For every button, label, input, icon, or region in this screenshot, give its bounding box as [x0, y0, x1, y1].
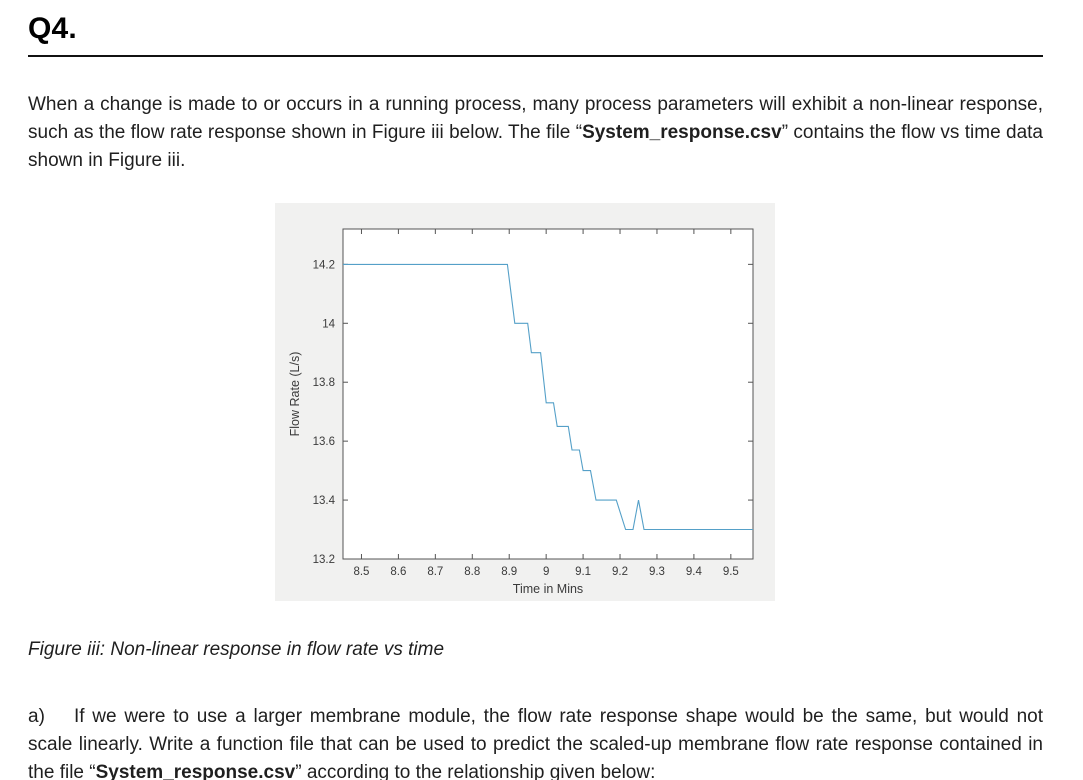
svg-text:13.8: 13.8 — [313, 377, 335, 389]
svg-text:8.7: 8.7 — [427, 566, 443, 578]
intro-text-1: When a change is made to or occurs in a … — [28, 94, 1043, 143]
svg-text:8.6: 8.6 — [390, 566, 406, 578]
svg-text:13.2: 13.2 — [313, 554, 335, 566]
part-a-file-name: System_response.csv — [95, 762, 296, 780]
svg-text:9.1: 9.1 — [575, 566, 591, 578]
svg-text:9.2: 9.2 — [612, 566, 628, 578]
svg-text:13.6: 13.6 — [313, 436, 335, 448]
svg-text:9.4: 9.4 — [686, 566, 703, 578]
flow-rate-chart-svg: 8.5 8.6 8.7 8.8 8.9 9 9.1 9.2 9.3 9.4 9.5 13.2 13.4 1… — [275, 203, 775, 601]
svg-text:9: 9 — [543, 566, 549, 578]
question-heading: Q4. — [28, 12, 77, 45]
heading-rule — [28, 55, 1043, 57]
part-a-label: a) — [28, 706, 45, 727]
part-a-text-1: If we were to use a larger membrane modu… — [28, 706, 1043, 780]
svg-text:8.8: 8.8 — [464, 566, 480, 578]
part-a-paragraph: a) If we were to use a larger membrane mo… — [28, 703, 1043, 780]
svg-text:9.3: 9.3 — [649, 566, 665, 578]
intro-paragraph: When a change is made to or occurs in a … — [28, 91, 1043, 175]
svg-text:13.4: 13.4 — [313, 495, 336, 507]
svg-text:14: 14 — [322, 318, 335, 330]
svg-text:Flow Rate (L/s): Flow Rate (L/s) — [288, 352, 302, 437]
flow-rate-chart: 8.5 8.6 8.7 8.8 8.9 9 9.1 9.2 9.3 9.4 9.5 13.2 13.4 1… — [275, 203, 775, 601]
intro-text-2: ” contains the flow vs time data shown i… — [28, 122, 1043, 171]
svg-text:8.5: 8.5 — [353, 566, 369, 578]
svg-text:9.5: 9.5 — [723, 566, 739, 578]
svg-text:Time in Mins: Time in Mins — [513, 582, 583, 596]
svg-text:14.2: 14.2 — [313, 259, 335, 271]
flow-rate-figure: 8.5 8.6 8.7 8.8 8.9 9 9.1 9.2 9.3 9.4 9.5 13.2 13.4 1… — [275, 203, 775, 601]
svg-text:8.9: 8.9 — [501, 566, 517, 578]
figure-caption: Figure iii: Non-linear response in flow … — [28, 639, 445, 660]
intro-file-name: System_response.csv — [582, 122, 782, 143]
part-a-text-2: ” according to the relationship given be… — [295, 762, 656, 780]
